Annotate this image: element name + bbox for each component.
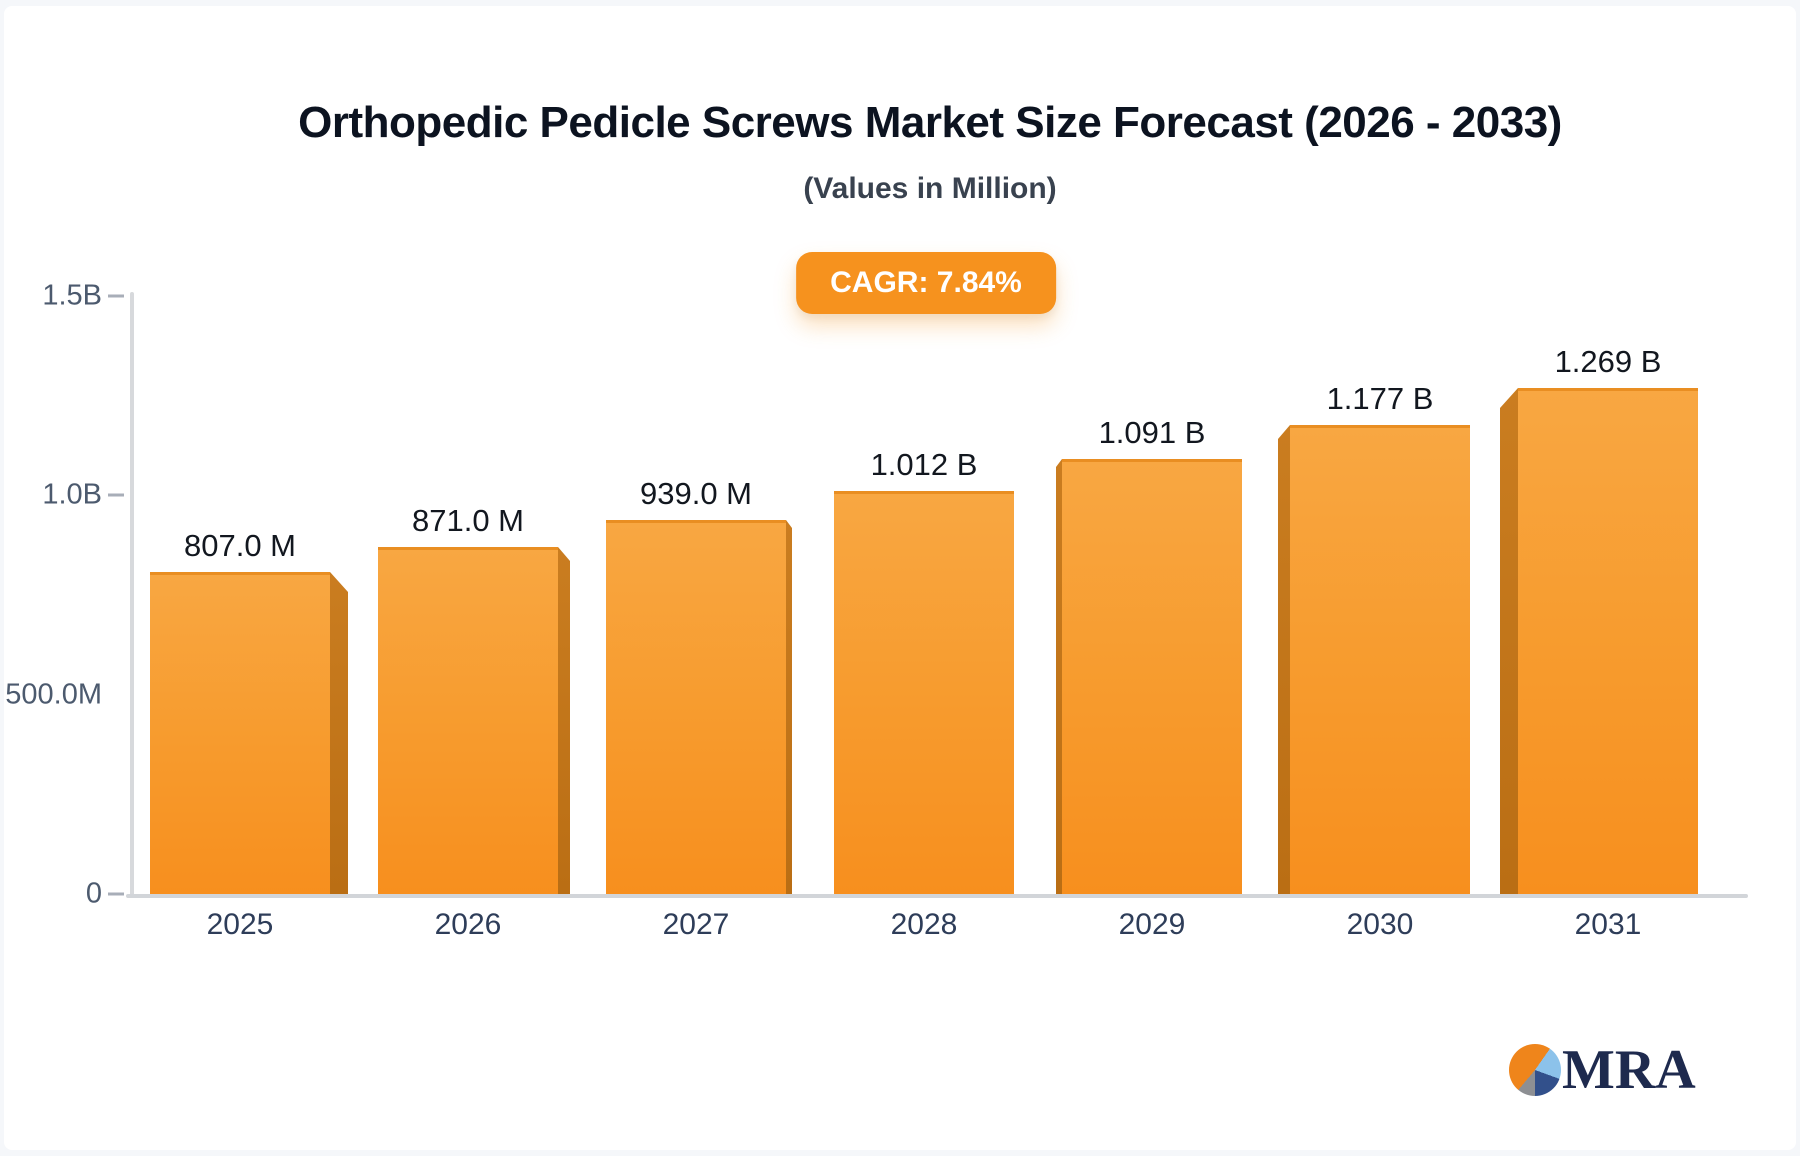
bar-front-face [150, 572, 330, 894]
y-tick-label-1.0B: 1.0B [42, 478, 102, 511]
chart-card: Orthopedic Pedicle Screws Market Size Fo… [4, 6, 1796, 1150]
bar-front-face [834, 491, 1014, 894]
x-axis-line [126, 894, 1748, 898]
x-axis-label-2025: 2025 [206, 908, 274, 941]
y-tick-label-0: 0 [85, 877, 102, 910]
logo-text: MRA [1562, 1039, 1696, 1101]
y-tick-dash [108, 892, 124, 896]
x-axis-label-2029: 2029 [1118, 908, 1186, 941]
bar-side-face [1500, 388, 1518, 894]
x-axis-label-2026: 2026 [434, 908, 502, 941]
chart-title: Orthopedic Pedicle Screws Market Size Fo… [298, 98, 1562, 147]
brand-logo: MRA [1509, 1042, 1696, 1098]
bar-2027: 939.0 M [606, 476, 792, 894]
bar-side-face [330, 572, 348, 894]
bar-2028: 1.012 B [834, 447, 1014, 894]
bar-front-face [378, 547, 558, 894]
bar-side-face [558, 547, 570, 894]
bar-2025: 807.0 M [150, 528, 348, 894]
bar-front-face [1290, 425, 1470, 894]
bar-2030: 1.177 B [1278, 381, 1470, 894]
bar-value-label-2030: 1.177 B [1326, 381, 1434, 416]
y-axis-line [130, 292, 134, 896]
x-axis-label-2028: 2028 [890, 908, 958, 941]
x-axis-label-2027: 2027 [662, 908, 730, 941]
plot-area: 1.5B 1.0B 500.0M 0 807.0 M 2025 871.0 M 2026 939… [5, 280, 1748, 941]
bar-value-label-2031: 1.269 B [1554, 344, 1662, 379]
bar-value-label-2028: 1.012 B [870, 447, 978, 482]
bar-side-face [786, 520, 792, 894]
bar-value-label-2026: 871.0 M [411, 503, 525, 538]
bar-side-face [1278, 425, 1290, 894]
chart-subtitle: (Values in Million) [803, 172, 1057, 205]
bar-front-face [1518, 388, 1698, 894]
bar-front-face [1062, 459, 1242, 894]
pie-chart-logo-icon [1509, 1044, 1561, 1096]
y-tick-dash [108, 294, 124, 298]
y-tick-dash [108, 493, 124, 497]
x-axis-label-2030: 2030 [1346, 908, 1414, 941]
y-tick-label-1.5B: 1.5B [42, 279, 102, 312]
bar-front-face [606, 520, 786, 894]
bar-2031: 1.269 B [1500, 344, 1698, 894]
cagr-badge: CAGR: 7.84% [796, 252, 1056, 314]
x-axis-label-2031: 2031 [1574, 908, 1642, 941]
bar-value-label-2029: 1.091 B [1098, 415, 1206, 450]
bar-side-face [1056, 459, 1062, 894]
bar-2026: 871.0 M [378, 503, 570, 894]
bar-2029: 1.091 B [1056, 415, 1242, 894]
bar-value-label-2025: 807.0 M [183, 528, 297, 563]
y-tick-label-500.0M: 500.0M [5, 678, 102, 711]
bar-value-label-2027: 939.0 M [639, 476, 753, 511]
